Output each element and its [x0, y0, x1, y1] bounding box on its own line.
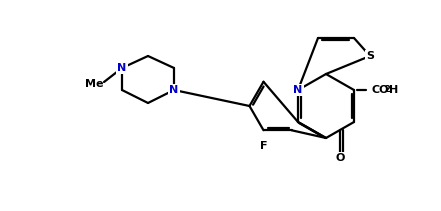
Text: F: F: [260, 141, 267, 151]
Text: Me: Me: [85, 79, 103, 89]
Text: N: N: [293, 85, 303, 95]
Text: S: S: [366, 51, 374, 61]
Text: N: N: [117, 63, 127, 73]
Text: N: N: [169, 85, 179, 95]
Text: 2: 2: [384, 84, 390, 93]
Text: O: O: [335, 153, 345, 163]
Text: CO: CO: [372, 85, 389, 95]
Text: H: H: [389, 85, 398, 95]
